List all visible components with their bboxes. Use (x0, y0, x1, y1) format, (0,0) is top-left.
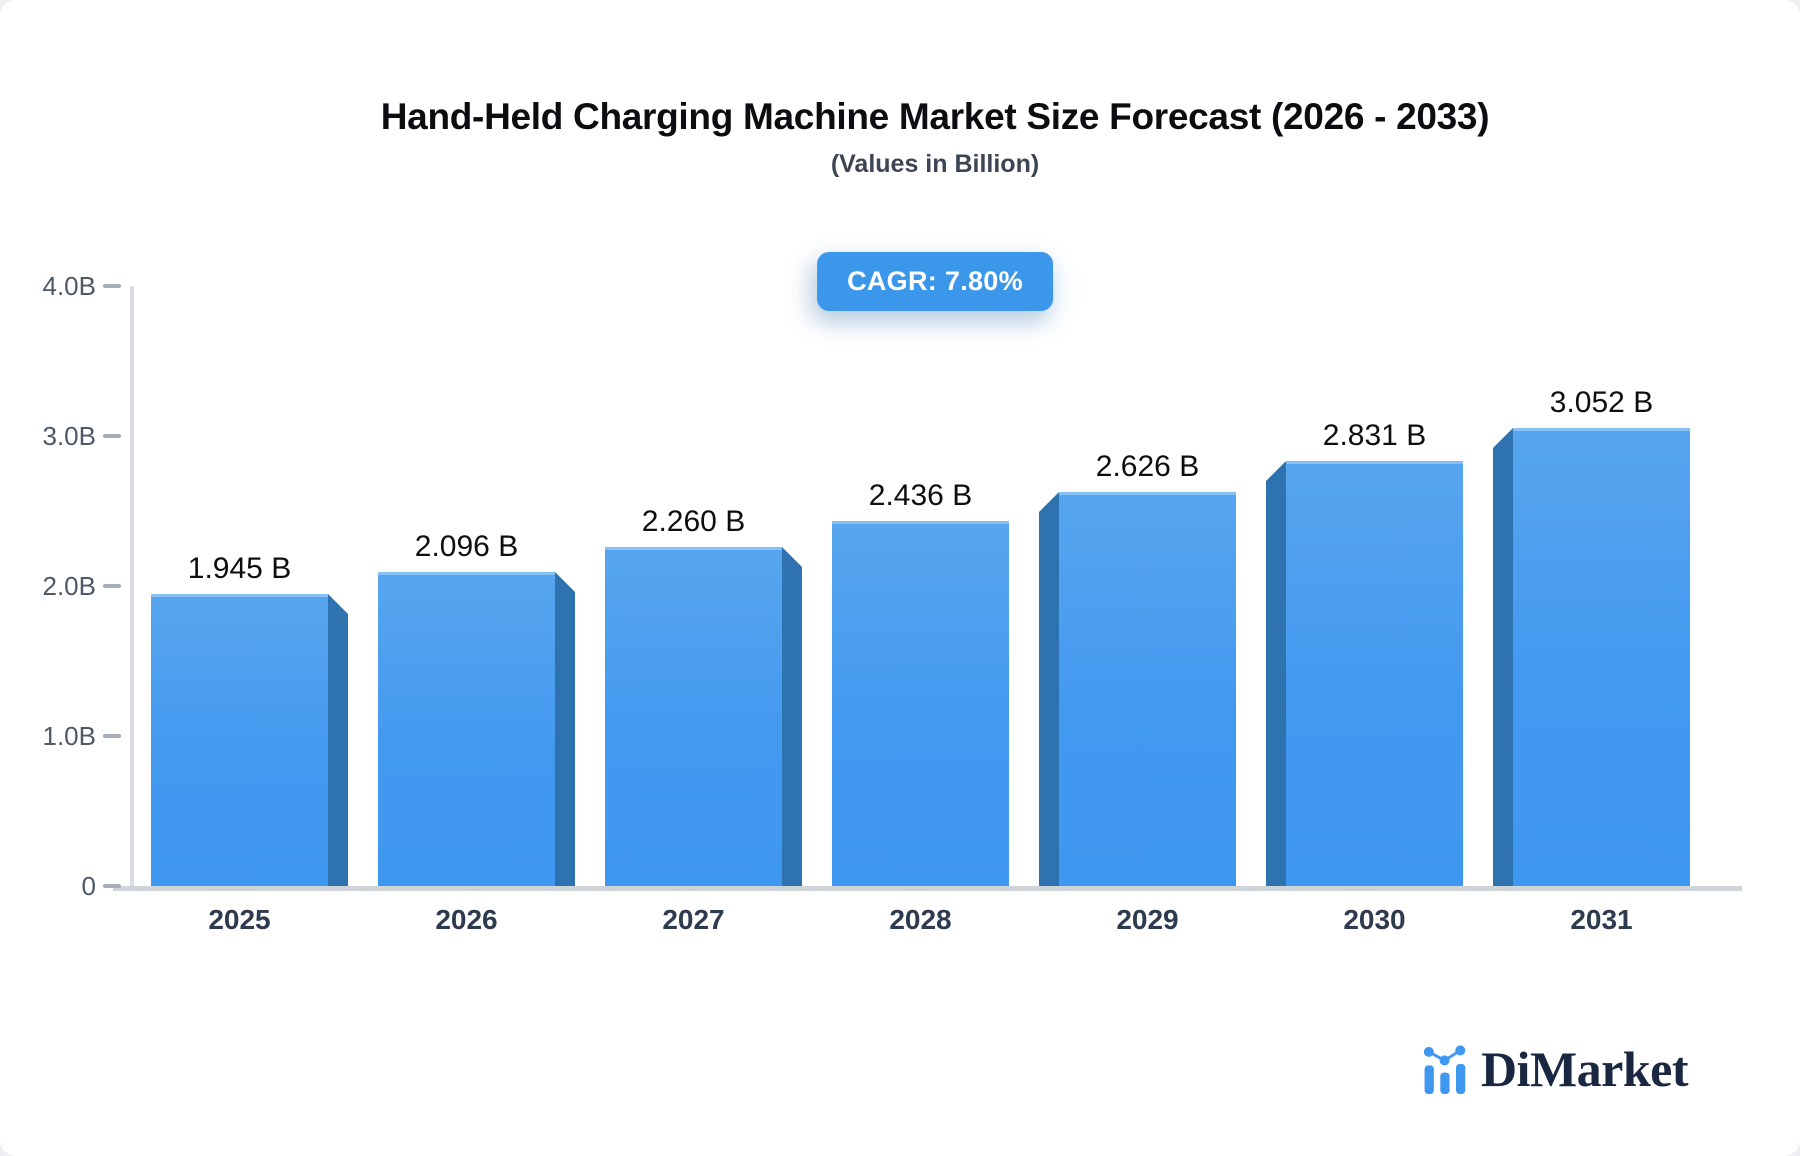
y-axis-tick-mark (103, 284, 121, 288)
bar-face (1513, 428, 1690, 886)
dimarket-logo: DiMarket (1423, 1038, 1689, 1100)
bar-top-bevel (328, 594, 348, 614)
bar-face (378, 572, 555, 886)
bar-top-bevel (1266, 461, 1286, 481)
bar-face (605, 547, 782, 886)
bar-value-label: 3.052 B (1549, 386, 1654, 419)
bar-value-label: 2.260 B (641, 505, 746, 538)
y-axis-tick-label: 4.0B (42, 271, 97, 301)
bar-face (832, 521, 1009, 886)
y-axis-tick-mark (103, 584, 121, 588)
bar-side-face (328, 614, 348, 886)
x-axis-label: 2025 (208, 904, 271, 935)
bar-side-face (1039, 512, 1059, 886)
bar-top-bevel (782, 547, 802, 567)
x-axis-label: 2027 (662, 904, 725, 935)
y-axis-tick-mark (103, 434, 121, 438)
x-axis-label: 2029 (1116, 904, 1179, 935)
bar-side-face (1493, 448, 1513, 886)
y-axis-tick-label: 2.0B (42, 571, 97, 601)
bar-top-bevel (1493, 428, 1513, 448)
bar-face (151, 594, 328, 886)
x-axis-line (113, 886, 1742, 891)
bar-value-label: 1.945 B (187, 552, 292, 585)
bar-value-label: 2.626 B (1095, 450, 1200, 483)
y-axis-tick-mark (103, 734, 121, 738)
bar-side-face (555, 592, 575, 886)
bar-top-bevel (555, 572, 575, 592)
bar-value-label: 2.831 B (1322, 419, 1427, 452)
bar-value-label: 2.096 B (414, 530, 519, 563)
x-axis-label: 2030 (1343, 904, 1406, 935)
bar-value-label: 2.436 B (868, 479, 973, 512)
cagr-badge: CAGR: 7.80% (817, 252, 1053, 311)
bar-side-face (782, 567, 802, 886)
dimarket-logo-icon (1423, 1045, 1466, 1094)
x-axis-label: 2031 (1570, 904, 1633, 935)
x-axis-label: 2028 (889, 904, 952, 935)
y-axis-tick-label: 0 (81, 871, 96, 901)
y-axis-line (130, 286, 134, 886)
bar-top-bevel (1039, 492, 1059, 512)
y-axis-tick-mark (103, 884, 121, 888)
bar-side-face (1266, 481, 1286, 886)
bar-face (1286, 461, 1463, 886)
dimarket-logo-text: DiMarket (1480, 1041, 1689, 1097)
chart-subtitle: (Values in Billion) (830, 150, 1040, 178)
bar-face (1059, 492, 1236, 886)
y-axis-tick-label: 1.0B (42, 721, 97, 751)
y-axis-tick-label: 3.0B (42, 421, 97, 451)
chart-title: Hand-Held Charging Machine Market Size F… (380, 96, 1490, 137)
x-axis-label: 2026 (435, 904, 498, 935)
